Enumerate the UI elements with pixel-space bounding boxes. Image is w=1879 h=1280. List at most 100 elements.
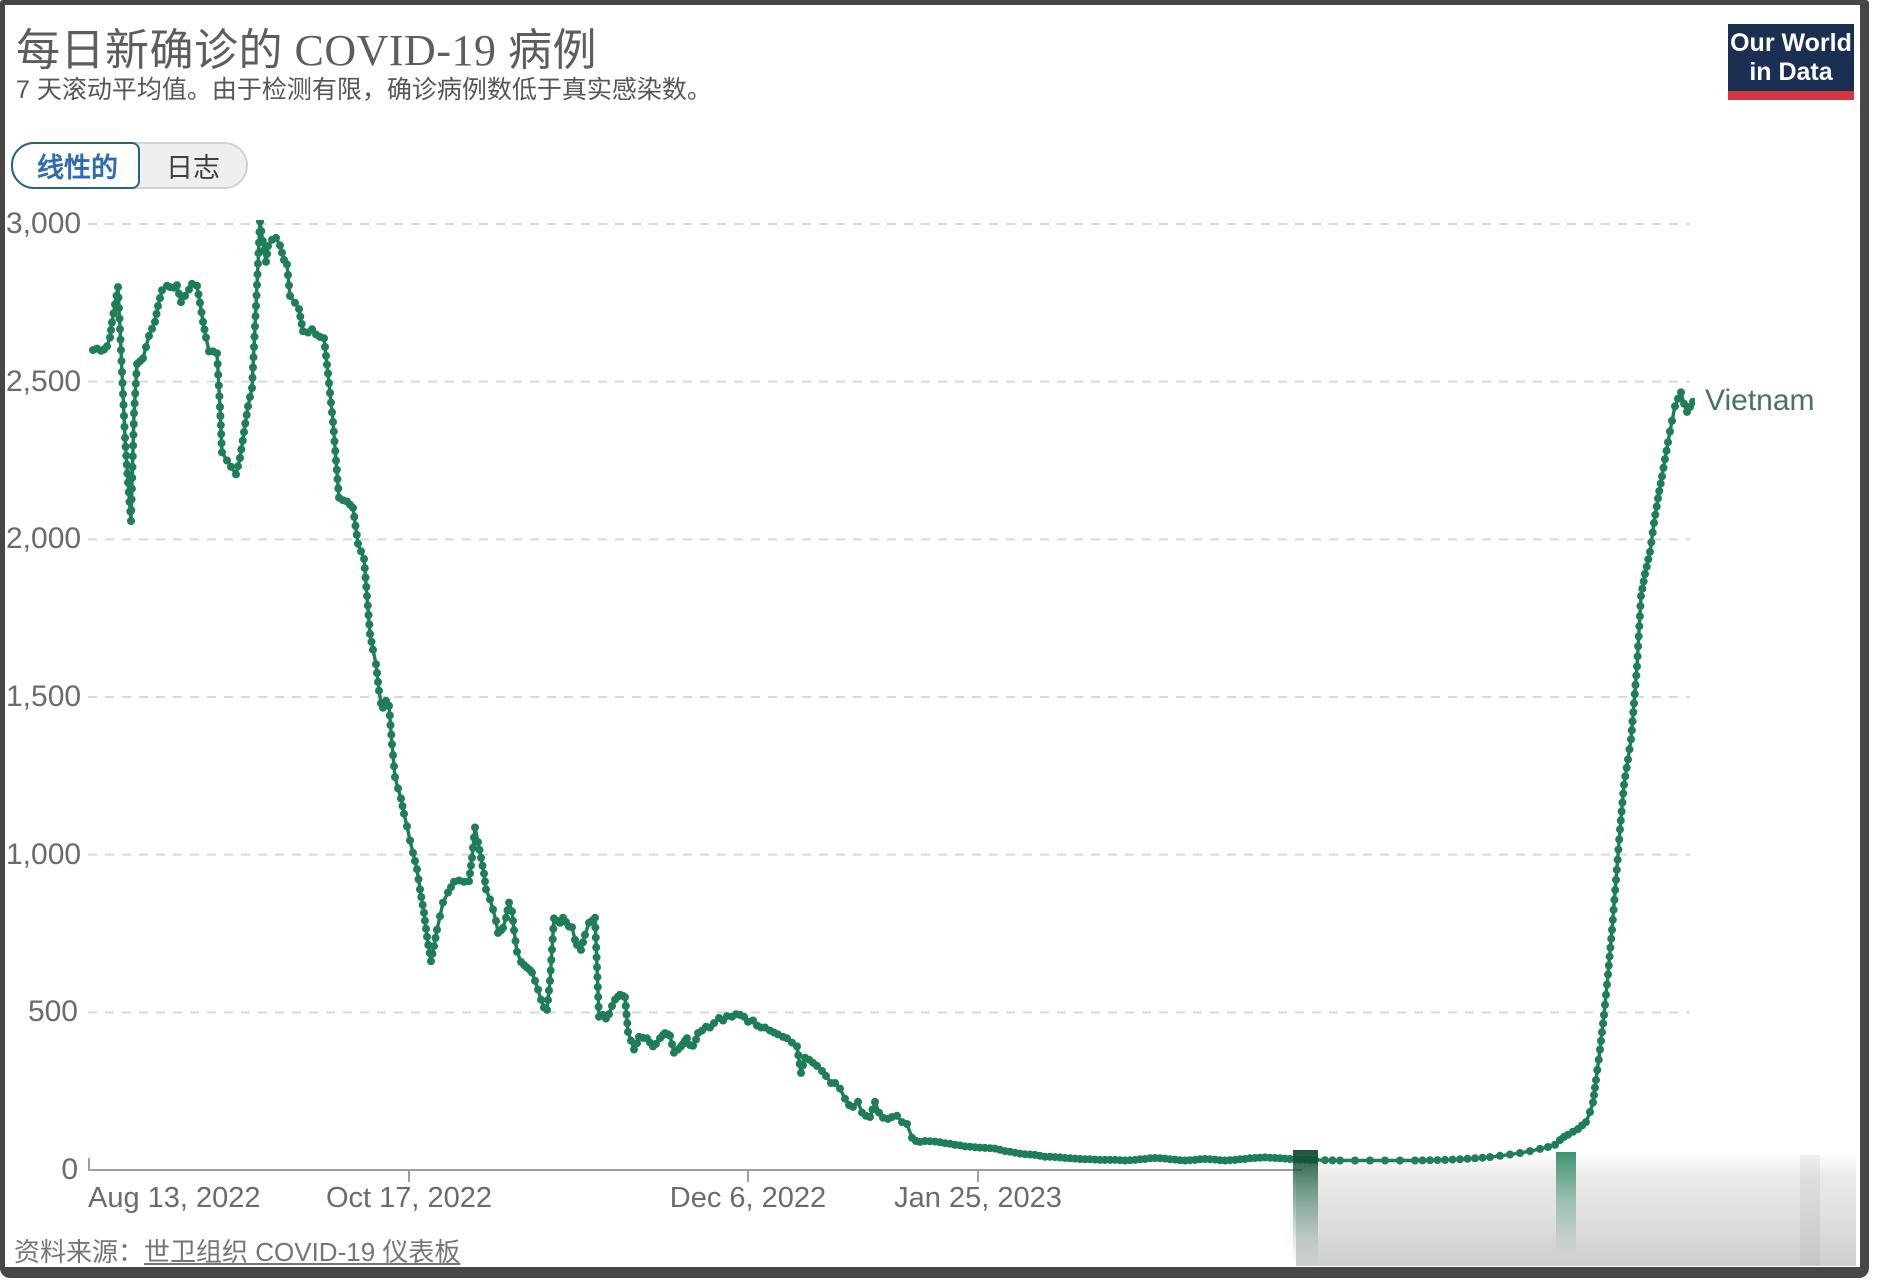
data-point-marker [1629, 708, 1638, 717]
our-world-in-data-logo[interactable]: Our World in Data [1728, 24, 1854, 100]
data-point-marker [152, 309, 161, 318]
data-point-marker [252, 302, 260, 310]
data-point-marker [1651, 510, 1660, 519]
data-point-marker [391, 773, 399, 782]
data-point-marker [1659, 463, 1668, 472]
data-point-marker [366, 629, 374, 638]
data-point-marker [799, 1061, 807, 1070]
data-point-marker [1668, 416, 1676, 425]
data-point-marker [119, 390, 127, 398]
data-point-marker [1448, 1155, 1457, 1164]
covid-cases-line-chart[interactable] [88, 220, 1695, 1172]
data-point-marker [1618, 798, 1627, 807]
source-link[interactable]: 世卫组织 COVID-19 仪表板 [144, 1237, 461, 1267]
data-point-marker [630, 1045, 638, 1054]
series-label-vietnam: Vietnam [1705, 383, 1815, 417]
data-point-marker [379, 703, 387, 712]
data-point-marker [622, 1010, 631, 1019]
data-point-marker [893, 1111, 901, 1120]
data-point-marker [388, 740, 396, 749]
data-point-marker [241, 419, 250, 428]
data-point-marker [246, 393, 254, 402]
data-point-marker [214, 370, 223, 379]
data-point-marker [257, 227, 266, 236]
data-point-marker [194, 290, 203, 299]
data-point-marker [591, 923, 600, 932]
data-point-marker [121, 433, 129, 442]
data-point-marker [291, 298, 299, 307]
data-point-marker [1638, 584, 1647, 593]
data-point-marker [513, 947, 521, 956]
data-point-marker [1633, 662, 1641, 671]
data-point-marker [1622, 763, 1631, 772]
data-point-marker [397, 794, 405, 803]
data-point-marker [357, 547, 365, 556]
data-point-marker [130, 409, 138, 418]
x-axis-tick [408, 1169, 410, 1182]
data-point-marker [351, 521, 360, 530]
data-point-marker [545, 986, 553, 995]
data-point-marker [326, 388, 334, 397]
data-point-marker [333, 475, 342, 484]
data-point-marker [385, 711, 394, 720]
data-point-marker [546, 976, 554, 985]
data-point-marker [1654, 494, 1662, 503]
data-point-marker [591, 913, 599, 922]
data-point-marker [118, 368, 126, 376]
data-point-marker [593, 983, 602, 991]
data-point-marker [1605, 952, 1614, 961]
data-point-marker [115, 314, 124, 323]
data-point-marker [1636, 602, 1645, 611]
data-point-marker [439, 898, 447, 907]
data-point-marker [1366, 1156, 1374, 1165]
data-point-marker [1589, 1098, 1597, 1107]
data-point-marker [109, 309, 118, 318]
data-point-marker [534, 985, 542, 994]
log-scale-button[interactable]: 日志 [166, 153, 220, 183]
data-point-marker [468, 853, 476, 862]
data-point-marker [1594, 1055, 1603, 1064]
data-point-marker [474, 838, 482, 847]
data-point-marker [387, 730, 396, 739]
data-point-marker [633, 1039, 641, 1048]
data-point-marker [836, 1084, 844, 1093]
linear-scale-button[interactable]: 线性的 [11, 142, 140, 189]
data-point-marker [623, 1019, 632, 1028]
data-point-marker [332, 456, 340, 465]
data-point-marker [466, 869, 474, 878]
data-point-marker [1615, 835, 1624, 844]
data-point-marker [1664, 438, 1672, 447]
data-point-marker [372, 660, 380, 669]
data-point-marker [1441, 1155, 1449, 1164]
data-point-marker [1642, 562, 1651, 571]
data-point-marker [813, 1061, 821, 1070]
data-point-marker [1632, 671, 1641, 680]
data-point-marker [329, 427, 338, 436]
data-point-marker [1610, 895, 1619, 904]
data-point-marker [1635, 622, 1644, 631]
data-point-marker [1650, 518, 1658, 527]
data-point-marker [528, 968, 536, 977]
data-point-marker [1463, 1154, 1472, 1163]
logo-line1: Our World [1730, 29, 1852, 57]
data-point-marker [592, 953, 601, 962]
data-point-marker [1652, 502, 1661, 511]
data-point-marker [1601, 1000, 1609, 1009]
data-point-marker [1689, 397, 1695, 406]
data-point-marker [1637, 592, 1645, 601]
data-point-marker [278, 248, 286, 257]
data-point-marker [249, 353, 258, 362]
data-point-marker [469, 843, 477, 852]
data-point-marker [214, 381, 223, 390]
data-point-marker [489, 905, 497, 914]
data-point-marker [213, 349, 221, 358]
data-point-marker [242, 410, 251, 419]
data-point-marker [1599, 1019, 1607, 1028]
data-point-marker [236, 454, 244, 462]
data-point-marker [710, 1019, 718, 1028]
y-tick-label: 1,500 [6, 680, 82, 713]
x-tick-label: Dec 6, 2022 [669, 1182, 827, 1214]
data-point-marker [103, 342, 111, 351]
data-point-marker [116, 335, 125, 344]
data-point-marker [1617, 807, 1626, 816]
